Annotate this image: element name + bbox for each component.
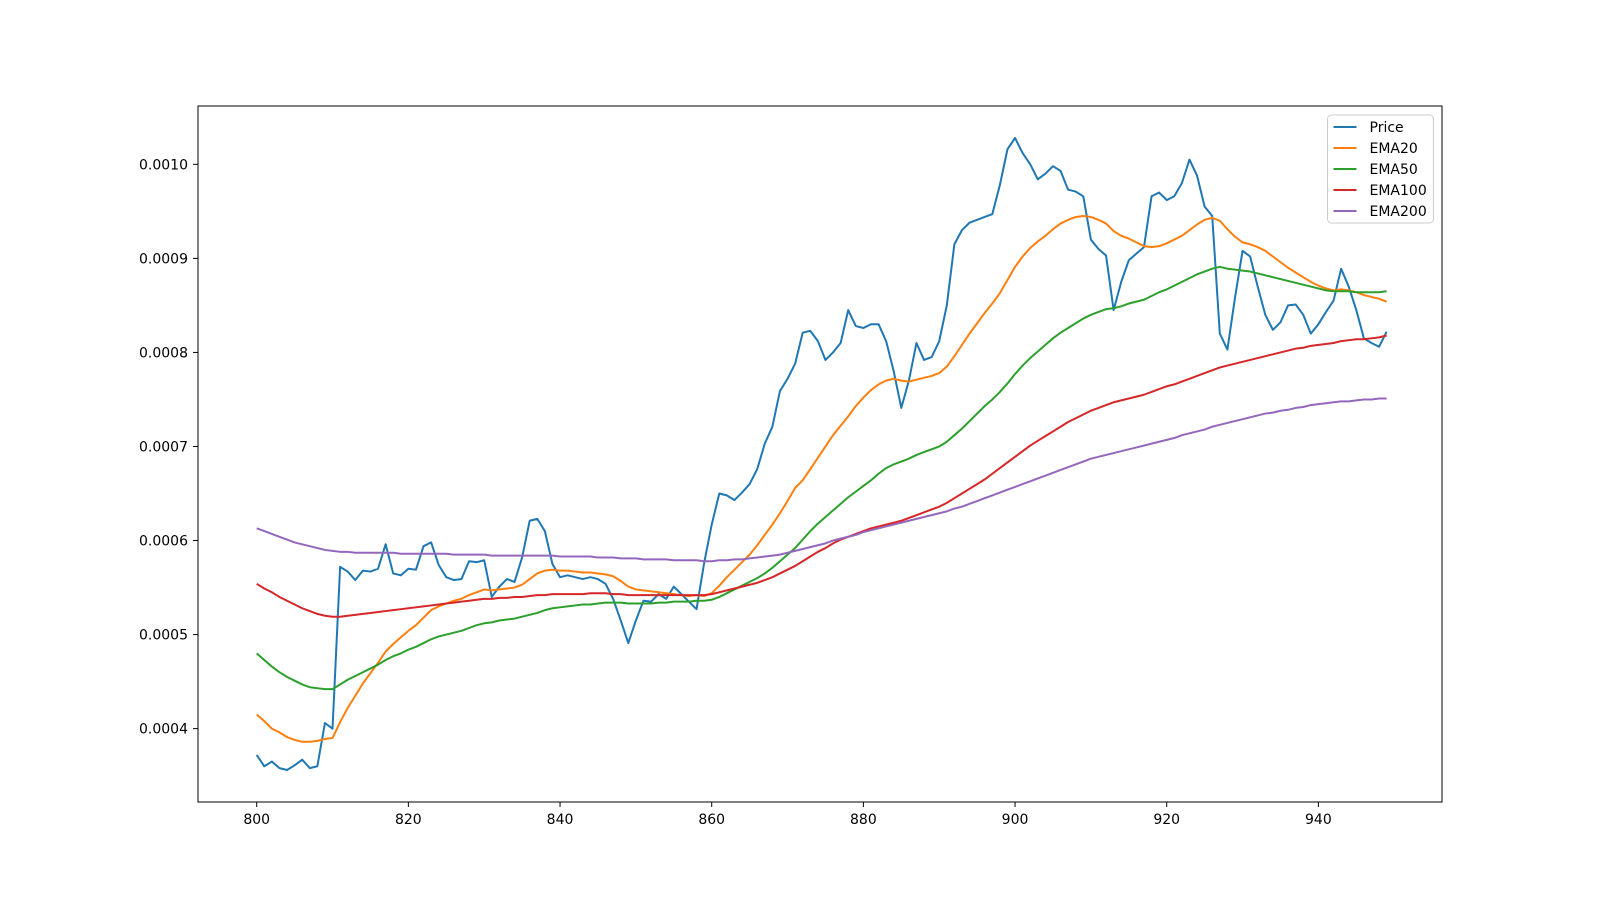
legend-entry-price: Price (1333, 120, 1404, 136)
x-tick-label: 840 (547, 812, 574, 828)
legend-label: EMA20 (1370, 141, 1418, 157)
y-tick-label: 0.0007 (139, 439, 188, 455)
x-tick-label: 880 (850, 812, 877, 828)
legend-entry-ema50: EMA50 (1333, 162, 1418, 178)
y-tick-label: 0.0008 (139, 345, 188, 361)
legend-entry-ema20: EMA20 (1333, 141, 1418, 157)
x-tick-label: 860 (698, 812, 725, 828)
legend-entry-ema100: EMA100 (1333, 183, 1427, 199)
x-tick-label: 900 (1002, 812, 1029, 828)
x-tick-label: 920 (1153, 812, 1180, 828)
x-tick-label: 940 (1305, 812, 1332, 828)
y-tick-label: 0.0010 (139, 157, 188, 173)
legend-label: EMA200 (1370, 204, 1427, 220)
price-line (255, 136, 1388, 772)
legend-label: Price (1370, 120, 1404, 136)
y-tick-label: 0.0009 (139, 251, 188, 267)
x-tick-label: 800 (243, 812, 270, 828)
legend-label: EMA100 (1370, 183, 1427, 199)
x-tick-label: 820 (395, 812, 422, 828)
ema50-line (256, 265, 1387, 691)
legend-entry-ema200: EMA200 (1333, 204, 1427, 220)
ema200-line (256, 397, 1387, 563)
ema100-line (256, 334, 1387, 618)
y-tick-label: 0.0006 (139, 534, 188, 550)
legend-label: EMA50 (1370, 162, 1418, 178)
y-tick-label: 0.0004 (139, 722, 188, 738)
legend-box (1327, 114, 1434, 224)
legend: Price EMA20 EMA50 EMA100 EMA200 (1327, 114, 1434, 224)
plot-frame (197, 105, 1443, 803)
y-tick-label: 0.0005 (139, 628, 188, 644)
